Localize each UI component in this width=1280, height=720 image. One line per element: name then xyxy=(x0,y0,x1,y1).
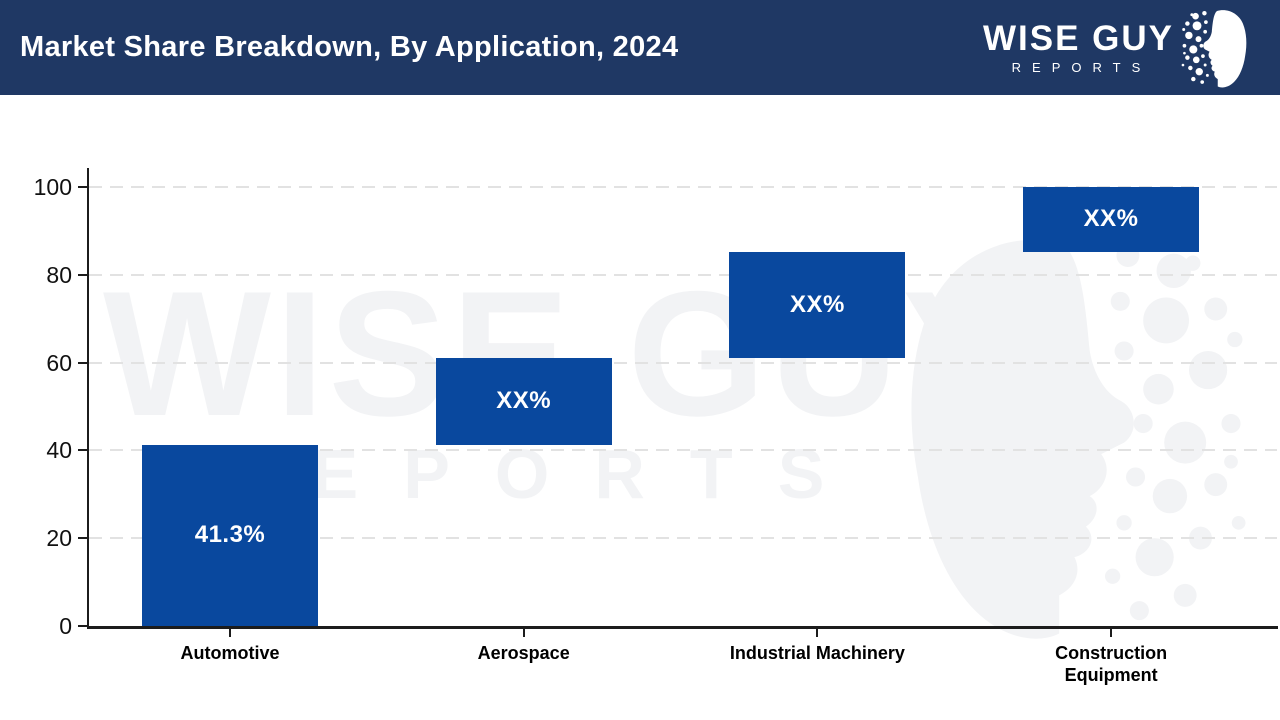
gridline xyxy=(89,449,1277,452)
x-category-label: Aerospace xyxy=(477,643,570,663)
bar xyxy=(142,444,318,626)
watermark-head-icon xyxy=(911,239,1246,639)
bar-value-label: XX% xyxy=(496,387,552,415)
x-category-label: Industrial Machinery xyxy=(729,643,905,663)
y-axis-tick xyxy=(78,273,87,276)
logo-head-icon xyxy=(1181,9,1247,87)
y-axis xyxy=(87,168,89,628)
bar xyxy=(435,358,612,445)
x-category-label: Automotive xyxy=(180,643,280,663)
x-category-label: Construction Equipment xyxy=(1055,643,1168,685)
chart-area: WISE GUY REPORTS 0 20 40 60 80 100 41.3% Automo… xyxy=(0,95,1280,720)
logo-text: WISE GUY REPORTS xyxy=(983,21,1174,74)
y-axis-tick xyxy=(78,537,87,540)
y-axis-tick-label: 100 xyxy=(33,174,72,200)
y-axis-tick-label: 40 xyxy=(46,437,72,464)
bar-value-label: XX% xyxy=(1083,205,1139,233)
y-axis-tick xyxy=(78,449,87,452)
header: Market Share Breakdown, By Application, … xyxy=(0,0,1280,95)
y-axis-tick xyxy=(78,186,87,188)
logo-subtitle: REPORTS xyxy=(1011,60,1152,75)
bar-value-label: XX% xyxy=(789,291,845,319)
y-axis-tick-label: 20 xyxy=(46,525,72,552)
x-axis xyxy=(87,626,1278,629)
bar-value-label: 41.3% xyxy=(194,521,266,549)
x-axis-tick xyxy=(229,629,231,637)
y-axis-tick-label: 60 xyxy=(46,349,72,376)
y-axis-tick xyxy=(78,625,87,627)
page-title: Market Share Breakdown, By Application, … xyxy=(20,31,679,63)
y-axis-tick xyxy=(78,361,87,364)
gridline xyxy=(89,361,1277,364)
x-axis-tick xyxy=(816,629,819,637)
logo-wordmark: WISE GUY xyxy=(982,19,1174,58)
y-axis-tick-label: 80 xyxy=(46,261,72,288)
gridline xyxy=(89,186,1277,188)
wise-guy-logo: WISE GUY REPORTS xyxy=(983,7,1254,89)
y-axis-tick-label: 0 xyxy=(59,613,72,639)
x-axis-tick xyxy=(522,629,525,637)
gridline xyxy=(89,537,1277,540)
gridline xyxy=(89,273,1277,276)
x-axis-tick xyxy=(1110,629,1113,637)
bar xyxy=(1023,187,1200,252)
bar xyxy=(729,251,906,359)
